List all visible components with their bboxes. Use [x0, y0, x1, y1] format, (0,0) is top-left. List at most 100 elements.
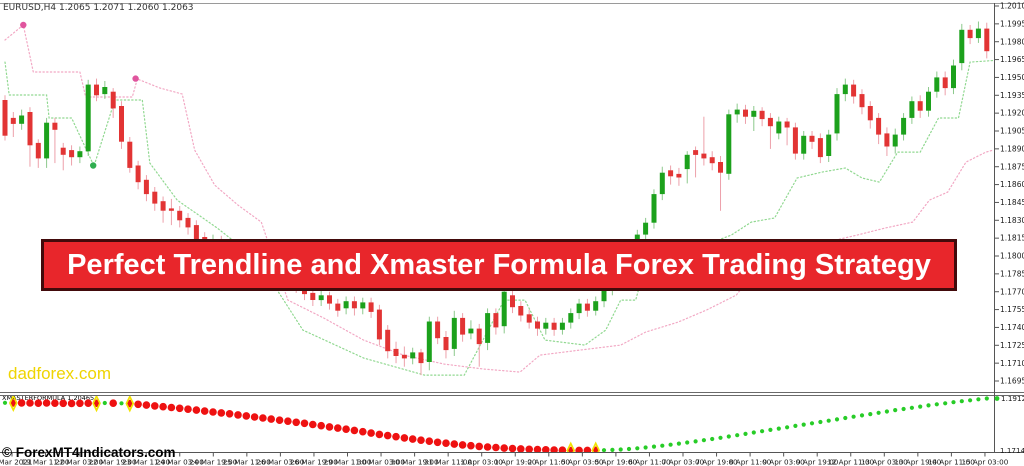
- time-axis-label: 22 Mar 03:00: [55, 458, 103, 466]
- xmaster-dot-green: [701, 438, 707, 443]
- indicator-current-dot: [994, 396, 1000, 401]
- xmaster-dot-red: [200, 407, 209, 415]
- xmaster-dot-red: [175, 404, 184, 413]
- candlestick: [185, 217, 191, 228]
- candlestick: [460, 317, 466, 335]
- time-axis-label: 30 Mar 03:00: [357, 458, 405, 466]
- candlestick: [559, 322, 565, 330]
- xmaster-dot-red: [450, 440, 459, 448]
- candlestick: [734, 109, 740, 115]
- xmaster-dot-red: [500, 444, 509, 452]
- xmaster-dot-green: [726, 434, 731, 439]
- indicator-name-label: XMASTERFORMULA 1.20465: [2, 394, 95, 402]
- strategy-banner-text: Perfect Trendline and Xmaster Formula Fo…: [67, 248, 931, 281]
- watermark-dadforex: dadforex.com: [8, 364, 111, 383]
- xmaster-dot-green: [760, 429, 765, 434]
- swing-pink-dot: [20, 21, 27, 29]
- candlestick: [518, 306, 524, 316]
- xmaster-dot-red: [159, 402, 167, 411]
- price-axis-label: 1.1815: [1000, 234, 1024, 243]
- candlestick: [94, 84, 99, 96]
- xmaster-dot-green: [909, 405, 915, 410]
- candlestick: [809, 135, 815, 142]
- candlestick: [102, 87, 108, 95]
- xmaster-signal-marker: [591, 441, 601, 452]
- xmaster-dot-red: [508, 444, 517, 452]
- candlestick: [584, 303, 590, 311]
- xmaster-dot-green: [743, 431, 748, 436]
- candlestick: [543, 322, 549, 329]
- price-axis-label: 1.1965: [1000, 55, 1024, 64]
- time-axis-label: 26 Mar 03:00: [256, 458, 304, 466]
- trendline-resistance-pink: [4, 23, 993, 373]
- candlestick: [651, 194, 657, 223]
- price-axis-label: 1.1950: [1000, 73, 1024, 82]
- xmaster-dot-red: [408, 435, 417, 443]
- xmaster-dot-red: [575, 446, 583, 452]
- price-axis-label: 1.1905: [1000, 127, 1024, 136]
- candlestick: [410, 352, 416, 359]
- candlestick: [327, 295, 332, 304]
- xmaster-dot-green: [685, 440, 690, 445]
- candlestick: [468, 328, 474, 334]
- xmaster-dot-red: [309, 420, 317, 429]
- candlestick: [551, 322, 557, 330]
- candlestick: [10, 117, 16, 124]
- candlestick: [160, 201, 166, 211]
- candlestick: [35, 142, 41, 159]
- xmaster-dot-red: [383, 431, 392, 440]
- candlestick: [77, 151, 83, 158]
- xmaster-dot-green: [859, 413, 865, 418]
- xmaster-signal-marker: [8, 396, 18, 412]
- candlestick: [493, 313, 499, 328]
- xmaster-dot-red: [59, 399, 67, 408]
- time-axis-label: 31 Mar 11:00: [424, 458, 472, 466]
- price-axis-label: 1.1710: [1000, 359, 1024, 368]
- candlestick: [351, 301, 357, 309]
- candlestick: [659, 172, 665, 195]
- xmaster-dot-green: [643, 445, 648, 450]
- candlestick: [951, 65, 956, 89]
- xmaster-dot-red: [425, 437, 434, 446]
- candlestick: [867, 106, 873, 121]
- time-axis-label: 2 Apr 11:00: [528, 458, 571, 466]
- xmaster-dot-green: [718, 435, 723, 440]
- candlestick: [69, 150, 75, 158]
- indicator-min-label: 1.17148: [1000, 446, 1024, 455]
- xmaster-dot-green: [876, 410, 881, 415]
- price-axis-label: 1.1935: [1000, 91, 1024, 100]
- xmaster-dot-green: [976, 397, 981, 402]
- xmaster-dot-red: [400, 434, 409, 442]
- price-axis-label: 1.1890: [1000, 145, 1024, 154]
- candlestick: [684, 154, 690, 170]
- candlestick: [193, 225, 199, 240]
- time-axis-label: 8 Apr 11:00: [729, 458, 772, 466]
- candlestick: [426, 321, 432, 362]
- candlestick: [535, 321, 540, 329]
- candlestick: [676, 173, 682, 178]
- candlestick: [917, 101, 923, 111]
- candlestick: [393, 348, 399, 356]
- time-axis-label: 30 Mar 19:00: [391, 458, 439, 466]
- xmaster-dot-red: [259, 414, 267, 422]
- time-axis-label: 9 Apr 03:00: [762, 458, 805, 466]
- xmaster-dot-red: [392, 432, 400, 441]
- xmaster-dot-green: [851, 414, 856, 419]
- xmaster-dot-green: [735, 433, 740, 438]
- candlestick: [767, 117, 773, 127]
- xmaster-dot-red: [433, 438, 442, 447]
- candlestick: [743, 109, 748, 117]
- xmaster-dot-red: [558, 446, 567, 452]
- candlestick: [967, 29, 973, 39]
- trendline-support-green: [4, 59, 993, 376]
- time-axis-label: 7 Apr 03:00: [662, 458, 705, 466]
- xmaster-dot-red: [142, 401, 151, 409]
- time-axis-label: 15 Apr 03:00: [961, 458, 1008, 466]
- xmaster-dot-red: [442, 439, 450, 448]
- candlestick: [942, 77, 948, 89]
- time-axis-label: 22 Mar 19:00: [89, 458, 137, 466]
- xmaster-dot-green: [951, 400, 956, 405]
- xmaster-dot-red: [67, 399, 76, 408]
- candlestick: [568, 313, 574, 323]
